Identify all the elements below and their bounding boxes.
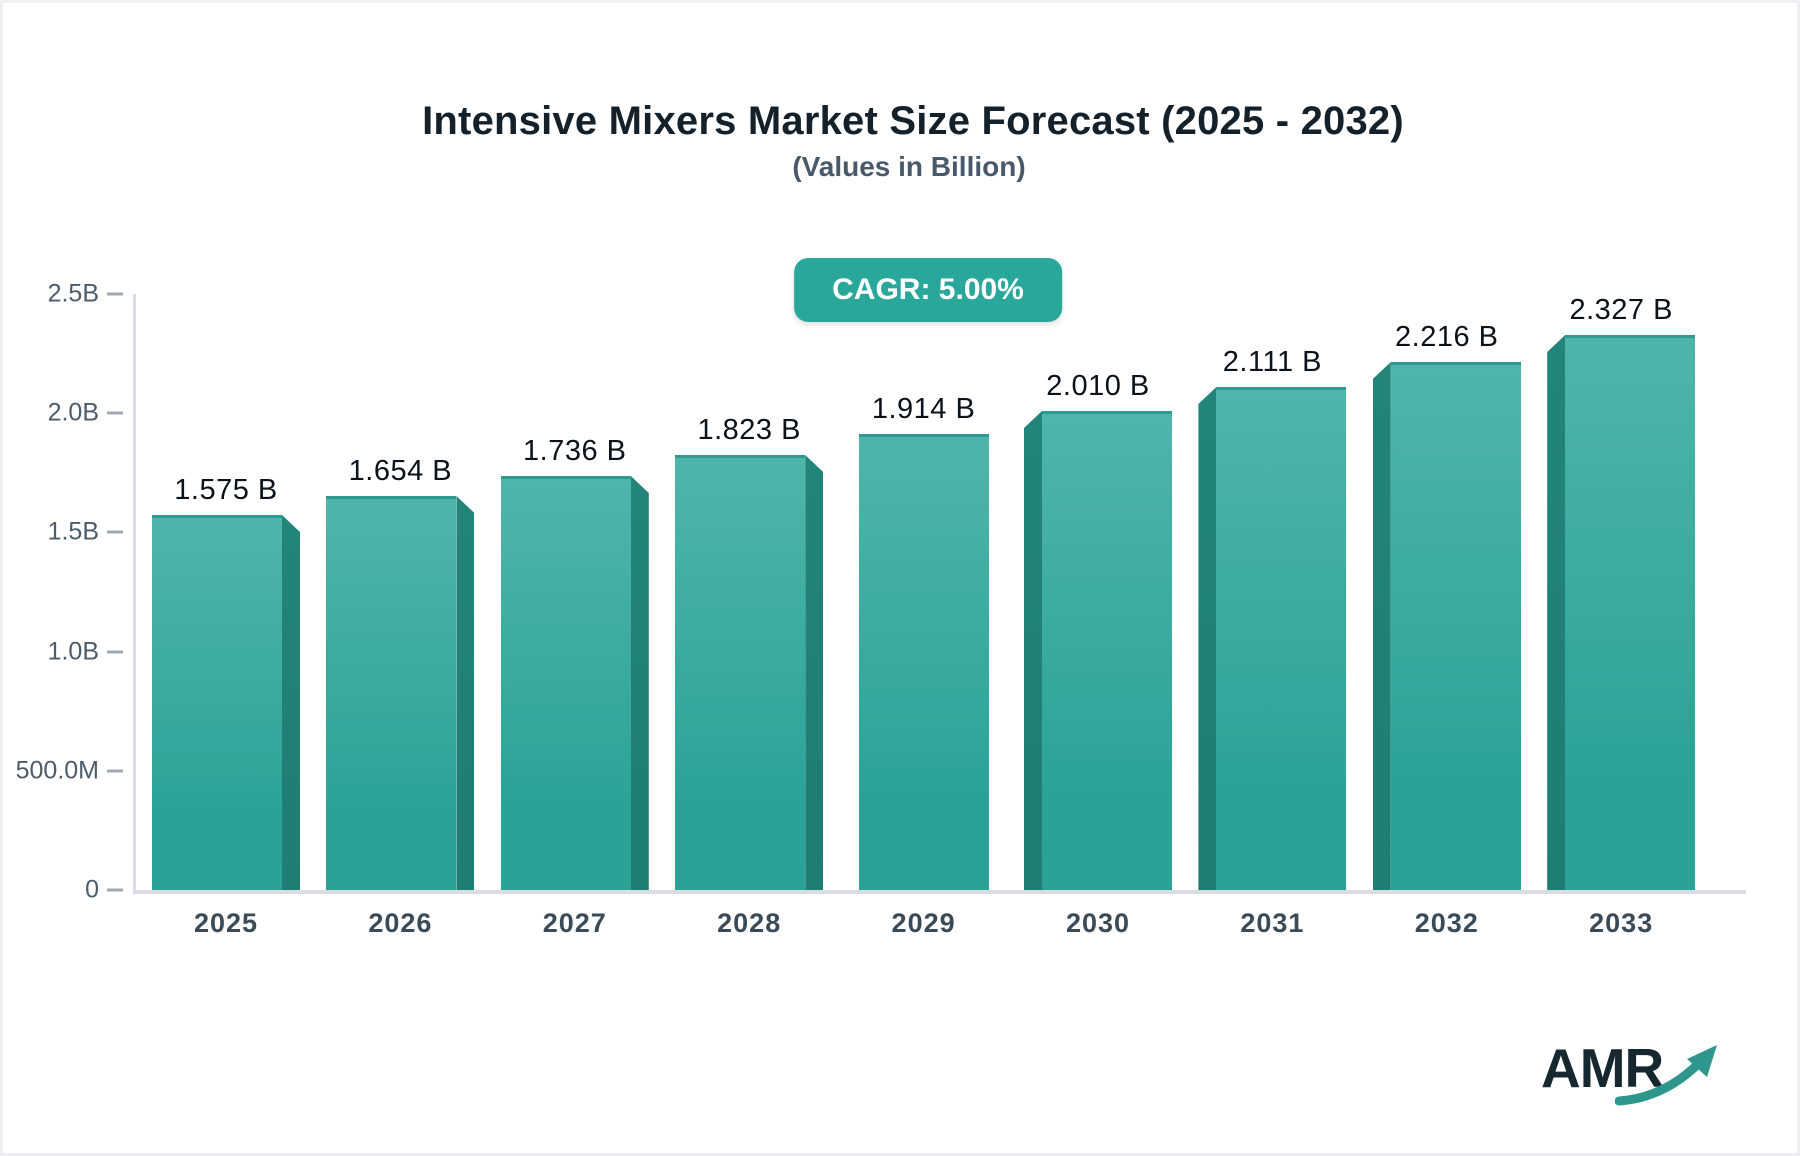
x-tick-label: 2026 xyxy=(368,908,433,938)
bar-side-shade xyxy=(282,515,300,890)
bar-side-shade xyxy=(630,476,649,890)
bar-value-label: 2.216 B xyxy=(1395,321,1499,353)
bar-chart-plot-area: 0 500.0M 1.0B 1.5B 2.0B 2.5B 1.575 B 1.654 B 1.… xyxy=(16,280,1746,938)
y-tick-dash xyxy=(107,411,123,415)
bar-2028 xyxy=(675,455,824,890)
bar-2032 xyxy=(1372,362,1521,890)
bar-face xyxy=(1565,335,1696,890)
y-tick-label: 1.5B xyxy=(47,517,99,546)
bar-2029 xyxy=(858,434,989,890)
x-axis-baseline xyxy=(133,890,1746,894)
x-tick-label: 2027 xyxy=(542,908,607,938)
bar-face xyxy=(1216,387,1347,890)
bar-face xyxy=(500,476,631,890)
bar-value-label: 1.575 B xyxy=(174,474,278,506)
x-tick-label: 2031 xyxy=(1240,908,1305,938)
bar-face xyxy=(1390,362,1521,890)
y-axis-line xyxy=(133,294,136,890)
bar-2033 xyxy=(1547,335,1696,890)
bar-face xyxy=(858,434,989,890)
x-tick-label: 2028 xyxy=(717,908,782,938)
y-tick-dash xyxy=(107,769,123,773)
y-tick-dash xyxy=(107,888,123,892)
bar-side-shade xyxy=(1547,335,1566,890)
chart-subtitle: (Values in Billion) xyxy=(792,151,1026,182)
bar-2031 xyxy=(1198,387,1347,890)
bar-side-shade xyxy=(805,455,824,890)
bar-face xyxy=(326,496,457,890)
bar-value-label: 1.736 B xyxy=(523,435,627,467)
chart-title: Intensive Mixers Market Size Forecast (2… xyxy=(422,99,1404,143)
bar-side-shade xyxy=(1372,362,1391,890)
amr-logo-text: AMR xyxy=(1541,1037,1664,1099)
bar-value-label: 1.914 B xyxy=(871,393,976,425)
bar-value-label: 2.111 B xyxy=(1222,346,1322,378)
bar-value-label: 2.010 B xyxy=(1046,370,1150,402)
x-tick-label: 2030 xyxy=(1065,908,1131,938)
bar-2025 xyxy=(152,515,300,890)
y-tick-label: 2.5B xyxy=(47,279,99,308)
y-tick-dash xyxy=(107,650,123,654)
bar-2030 xyxy=(1024,411,1172,890)
y-tick-label: 1.0B xyxy=(47,637,99,666)
bar-side-shade xyxy=(1198,387,1217,890)
bar-face xyxy=(675,455,806,890)
bar-side-shade xyxy=(1024,411,1042,890)
bar-side-shade xyxy=(456,496,475,890)
x-tick-label: 2025 xyxy=(193,908,259,938)
bar-value-label: 2.327 B xyxy=(1569,294,1673,326)
y-tick-label: 0 xyxy=(85,875,99,904)
bar-2027 xyxy=(500,476,649,890)
bar-face xyxy=(1042,411,1172,890)
bar-value-label: 1.654 B xyxy=(348,455,453,487)
bar-value-label: 1.823 B xyxy=(697,414,801,446)
x-tick-label: 2032 xyxy=(1414,908,1479,938)
y-tick-label: 2.0B xyxy=(47,398,99,427)
bar-face xyxy=(152,515,282,890)
chart-card: Intensive Mixers Market Size Forecast (2… xyxy=(3,3,1797,1153)
amr-logo: AMR xyxy=(1541,1041,1721,1121)
x-tick-label: 2029 xyxy=(891,908,956,938)
growth-arrow-icon xyxy=(1615,1045,1717,1106)
y-tick-dash xyxy=(107,530,123,534)
bar-2026 xyxy=(326,496,475,890)
cagr-badge: CAGR: 5.00% xyxy=(794,258,1062,322)
y-tick-label: 500.0M xyxy=(15,756,99,785)
y-tick-dash xyxy=(107,292,123,296)
x-tick-label: 2033 xyxy=(1589,908,1654,938)
